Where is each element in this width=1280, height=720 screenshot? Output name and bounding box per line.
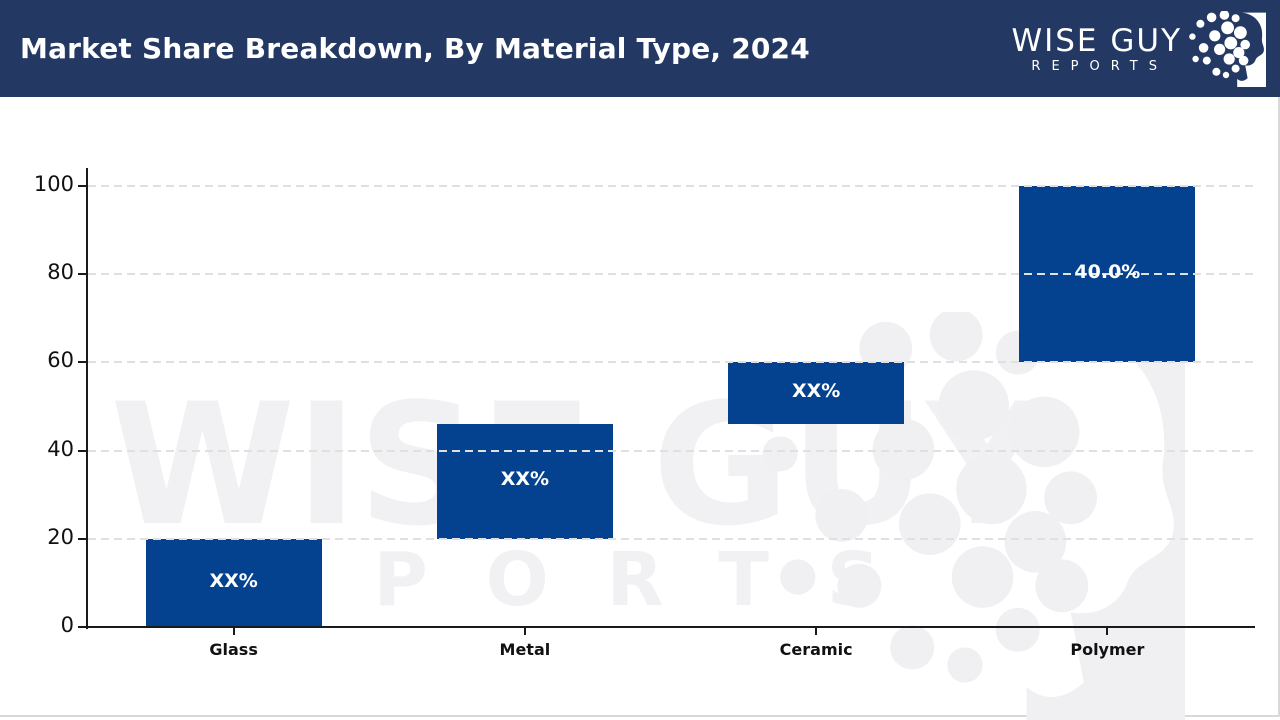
y-tick-label-40: 40: [47, 436, 74, 461]
bar-ceramic: [728, 362, 905, 425]
y-tick-label-100: 100: [33, 172, 74, 196]
x-tick-mark-polymer: [1106, 627, 1109, 635]
x-tick-mark-metal: [523, 627, 526, 635]
y-tick-mark-60: [78, 361, 87, 364]
bar-glass: [145, 538, 322, 627]
app-header: Market Share Breakdown, By Material Type…: [0, 0, 1280, 97]
logo-text: WISE GUY REPORTS: [1011, 24, 1182, 74]
gridline-y-100: [88, 185, 1253, 187]
watermark-face-profile: [1026, 321, 1185, 720]
gridline-y-20: [88, 537, 1253, 540]
x-tick-label-ceramic: Ceramic: [779, 640, 853, 659]
bar-label-ceramic: XX%: [791, 380, 841, 403]
x-tick-label-metal: Metal: [499, 640, 551, 659]
x-axis-line: [86, 626, 1255, 628]
logo-face-profile: [1237, 12, 1266, 87]
bar-label-glass: XX%: [209, 569, 258, 592]
wise-guy-logo: WISE GUY REPORTS: [1011, 6, 1266, 92]
logo-subtitle: REPORTS: [1031, 59, 1169, 75]
y-tick-label-20: 20: [47, 524, 74, 549]
gridline-y-60: [88, 361, 1253, 364]
x-tick-mark-ceramic: [815, 627, 818, 635]
bar-metal: [436, 424, 613, 539]
logo-wordmark: WISE GUY: [1011, 22, 1182, 59]
bar-label-polymer: 40.0%: [1074, 261, 1141, 284]
y-tick-mark-80: [78, 273, 87, 276]
x-tick-mark-glass: [232, 627, 235, 635]
y-tick-mark-20: [78, 537, 87, 540]
y-tick-mark-0: [78, 626, 87, 628]
bar-label-metal: XX%: [500, 468, 550, 491]
logo-face-dots-icon: [1189, 11, 1266, 87]
y-tick-mark-40: [78, 449, 87, 452]
y-tick-label-60: 60: [47, 348, 74, 373]
gridline-y-40: [88, 449, 1253, 452]
y-axis-line: [86, 168, 88, 629]
page-title: Market Share Breakdown, By Material Type…: [20, 32, 810, 65]
x-tick-label-polymer: Polymer: [1070, 640, 1145, 659]
y-tick-label-0: 0: [60, 613, 74, 637]
gridline-y-80: [88, 273, 1253, 276]
y-tick-label-80: 80: [47, 260, 74, 285]
y-tick-mark-100: [78, 185, 87, 187]
x-tick-label-glass: Glass: [209, 640, 258, 659]
